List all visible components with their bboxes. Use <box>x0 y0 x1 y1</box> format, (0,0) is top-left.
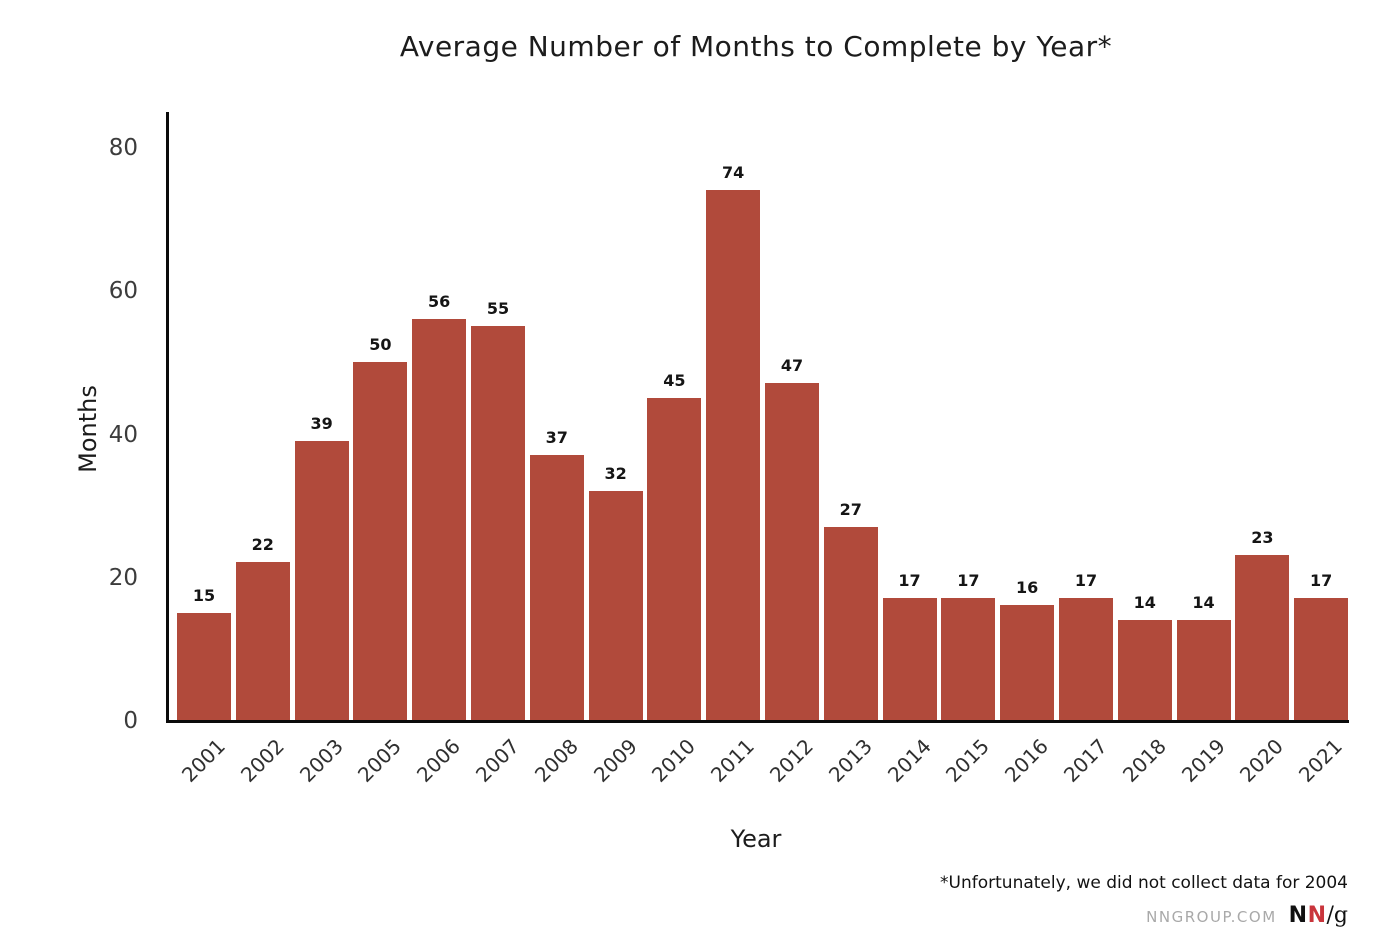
bar-value-label: 17 <box>1310 571 1333 591</box>
bar-2006: 56 <box>412 292 467 720</box>
bar-value-label: 17 <box>957 571 980 591</box>
y-tick-20: 20 <box>108 564 138 591</box>
y-tick-60: 60 <box>108 278 138 305</box>
bar-2016: 16 <box>1000 578 1055 720</box>
bar-2013: 27 <box>823 500 878 720</box>
bar-2021: 17 <box>1294 571 1349 720</box>
bar-2009: 32 <box>588 464 643 720</box>
x-tick-label: 2014 <box>882 734 936 787</box>
bar-2020: 23 <box>1235 528 1290 720</box>
plot-area: 15 22 39 50 56 55 37 32 45 74 47 27 17 17 16 17 14 14 23 17 <box>166 112 1349 723</box>
bar-2011: 74 <box>706 163 761 720</box>
y-tick-40: 40 <box>108 421 138 448</box>
nng-logo-suffix: /g <box>1326 903 1349 928</box>
y-tick-80: 80 <box>108 135 138 161</box>
bar-2005: 50 <box>353 335 408 720</box>
x-tick-label: 2019 <box>1176 734 1230 787</box>
bar-value-label: 27 <box>839 499 862 519</box>
bar-2017: 17 <box>1058 571 1113 720</box>
bar-2007: 55 <box>470 299 525 720</box>
x-tick-label: 2016 <box>1000 734 1054 787</box>
bar-2019: 14 <box>1176 593 1231 720</box>
bars-container: 15 22 39 50 56 55 37 32 45 74 47 27 17 17 16 17 14 14 23 17 <box>177 112 1349 720</box>
x-axis-label: Year <box>730 825 782 853</box>
x-tick-label: 2012 <box>765 734 818 787</box>
bar-value-label: 16 <box>1016 578 1039 598</box>
bar-value-label: 45 <box>663 370 686 390</box>
bar-value-label: 56 <box>428 291 451 311</box>
bar-value-label: 32 <box>604 463 627 483</box>
bar-2010: 45 <box>647 371 702 720</box>
bar-value-label: 22 <box>251 535 274 555</box>
bar-2008: 37 <box>529 428 584 720</box>
footnote: *Unfortunately, we did not collect data … <box>940 873 1348 893</box>
bar-value-label: 15 <box>192 585 216 605</box>
x-tick-label: 2009 <box>588 734 642 787</box>
x-tick-label: 2020 <box>1235 734 1289 787</box>
bar-2018: 14 <box>1117 593 1172 720</box>
branding: NNGROUP.COM NN/g <box>1146 903 1348 928</box>
x-tick-label: 2015 <box>941 734 995 787</box>
bar-value-label: 17 <box>1074 571 1098 591</box>
x-tick-label: 2010 <box>647 734 701 787</box>
bar-value-label: 50 <box>369 334 392 354</box>
bar-value-label: 74 <box>722 162 745 182</box>
bar-value-label: 47 <box>780 356 804 376</box>
bar-2002: 22 <box>235 535 290 720</box>
bar-value-label: 17 <box>898 571 921 591</box>
bar-value-label: 39 <box>310 413 333 433</box>
x-tick-label: 2007 <box>471 734 524 787</box>
bar-2015: 17 <box>941 571 996 720</box>
x-tick-label: 2021 <box>1294 734 1348 787</box>
brand-site-text: NNGROUP.COM <box>1146 908 1277 926</box>
x-tick-label: 2008 <box>529 734 583 787</box>
nng-logo-n2: N <box>1307 903 1327 928</box>
bar-2012: 47 <box>764 356 819 720</box>
nng-logo: NN/g <box>1289 903 1348 928</box>
nng-logo-n1: N <box>1288 903 1308 928</box>
bar-value-label: 14 <box>1133 592 1156 612</box>
x-tick-label: 2013 <box>823 734 877 787</box>
x-tick-label: 2003 <box>294 734 348 787</box>
x-tick-label: 2005 <box>353 734 407 787</box>
y-tick-0: 0 <box>123 708 138 734</box>
bar-value-label: 55 <box>486 299 510 319</box>
x-tick-label: 2018 <box>1117 734 1171 787</box>
bar-2001: 15 <box>177 586 231 720</box>
bar-value-label: 37 <box>545 428 568 447</box>
chart-title: Average Number of Months to Complete by … <box>399 30 1113 63</box>
x-tick-label: 2011 <box>706 734 760 787</box>
x-tick-label: 2017 <box>1059 734 1112 787</box>
x-tick-label: 2006 <box>412 734 466 787</box>
bar-2003: 39 <box>294 414 349 720</box>
bar-2014: 17 <box>882 571 937 720</box>
x-tick-label: 2002 <box>235 734 289 787</box>
bar-value-label: 23 <box>1251 528 1274 548</box>
bar-value-label: 14 <box>1192 592 1215 612</box>
y-axis-ticks: 0 20 40 60 80 <box>0 112 152 734</box>
x-tick-label: 2001 <box>177 734 230 787</box>
